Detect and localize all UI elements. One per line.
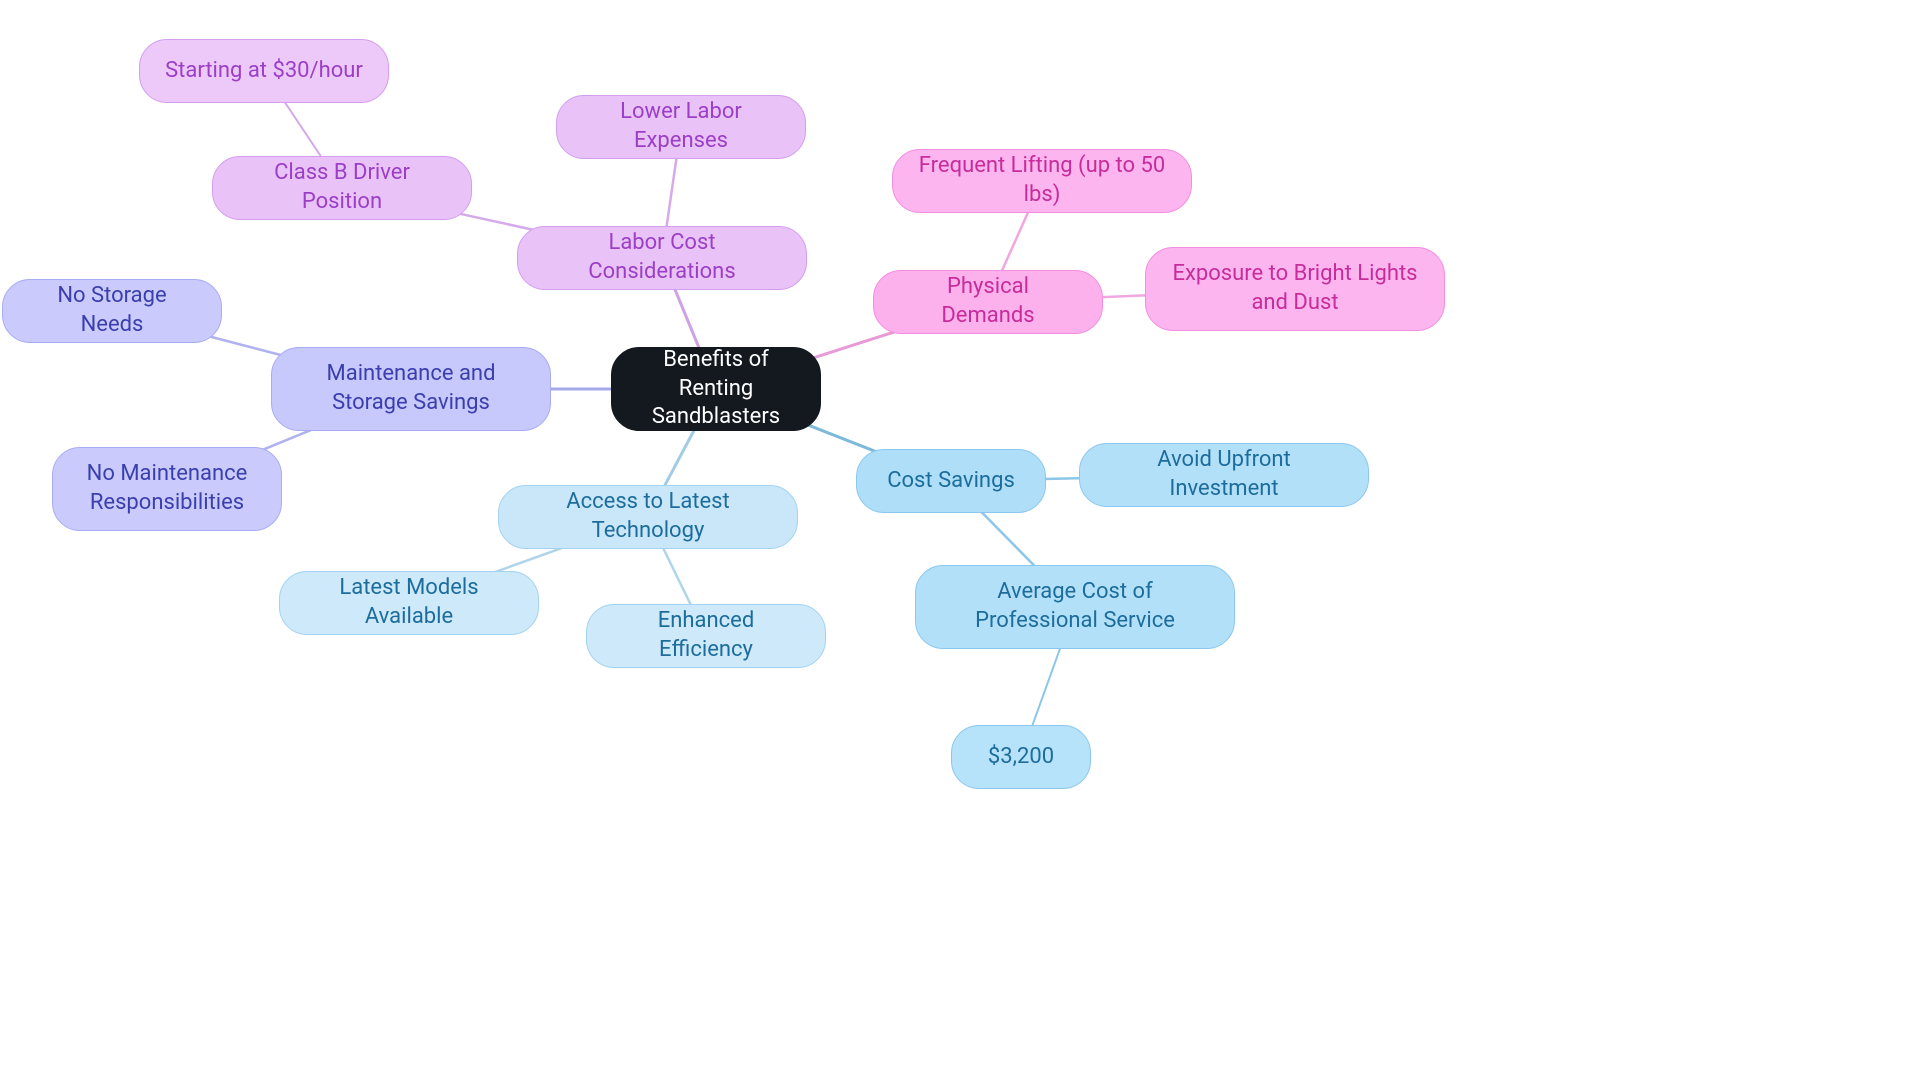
mindmap-node-maint_nost: No Storage Needs (2, 279, 222, 343)
mindmap-node-tech: Access to Latest Technology (498, 485, 798, 549)
mindmap-node-maint: Maintenance and Storage Savings (271, 347, 551, 431)
node-label: Labor Cost Considerations (542, 229, 782, 286)
node-label: Exposure to Bright Lights and Dust (1170, 260, 1420, 317)
mindmap-node-tech_eff: Enhanced Efficiency (586, 604, 826, 668)
mindmap-node-cost_3200: $3,200 (951, 725, 1091, 789)
node-label: Average Cost of Professional Service (940, 578, 1210, 635)
node-label: Cost Savings (887, 467, 1015, 496)
node-label: Starting at $30/hour (165, 57, 363, 86)
node-label: Frequent Lifting (up to 50 lbs) (917, 152, 1167, 209)
mindmap-node-cost_avoid: Avoid Upfront Investment (1079, 443, 1369, 507)
mindmap-node-cost_avg: Average Cost of Professional Service (915, 565, 1235, 649)
node-label: Maintenance and Storage Savings (296, 360, 526, 417)
mindmap-node-labor_lower: Lower Labor Expenses (556, 95, 806, 159)
node-label: Benefits of Renting Sandblasters (636, 346, 796, 432)
node-label: Physical Demands (898, 273, 1078, 330)
node-label: Class B Driver Position (237, 159, 447, 216)
node-label: Lower Labor Expenses (581, 98, 781, 155)
node-label: Latest Models Available (304, 574, 514, 631)
node-label: Access to Latest Technology (523, 488, 773, 545)
mindmap-node-cost: Cost Savings (856, 449, 1046, 513)
mindmap-node-phys_dust: Exposure to Bright Lights and Dust (1145, 247, 1445, 331)
node-label: No Storage Needs (27, 282, 197, 339)
node-label: $3,200 (988, 743, 1054, 772)
node-label: Enhanced Efficiency (611, 607, 801, 664)
mindmap-node-labor_30: Starting at $30/hour (139, 39, 389, 103)
mindmap-node-phys_lift: Frequent Lifting (up to 50 lbs) (892, 149, 1192, 213)
mindmap-node-labor_cb: Class B Driver Position (212, 156, 472, 220)
node-label: No Maintenance Responsibilities (77, 460, 257, 517)
mindmap-node-maint_nomnt: No Maintenance Responsibilities (52, 447, 282, 531)
mindmap-node-phys: Physical Demands (873, 270, 1103, 334)
node-label: Avoid Upfront Investment (1104, 446, 1344, 503)
mindmap-node-labor: Labor Cost Considerations (517, 226, 807, 290)
center-node: Benefits of Renting Sandblasters (611, 347, 821, 431)
mindmap-node-tech_latest: Latest Models Available (279, 571, 539, 635)
